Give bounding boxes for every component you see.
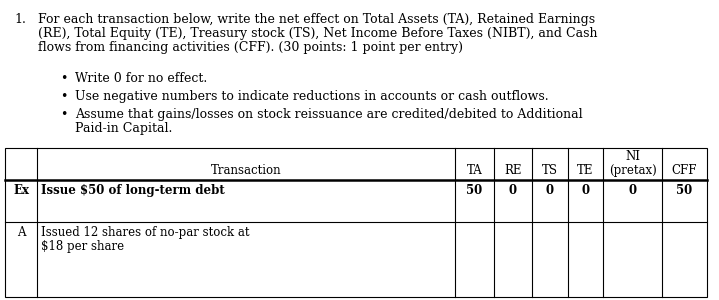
Text: 1.: 1. — [14, 13, 26, 26]
Text: NI: NI — [625, 150, 640, 163]
Text: Issue $50 of long-term debt: Issue $50 of long-term debt — [41, 184, 225, 197]
Text: RE: RE — [504, 164, 522, 177]
Text: flows from financing activities (CFF). (30 points: 1 point per entry): flows from financing activities (CFF). (… — [38, 41, 463, 54]
Text: 50: 50 — [677, 184, 692, 197]
Text: •: • — [60, 108, 68, 121]
Text: CFF: CFF — [672, 164, 697, 177]
Text: $18 per share: $18 per share — [41, 240, 124, 253]
Text: TA: TA — [467, 164, 482, 177]
Text: (pretax): (pretax) — [608, 164, 656, 177]
Text: For each transaction below, write the net effect on Total Assets (TA), Retained : For each transaction below, write the ne… — [38, 13, 595, 26]
Text: Use negative numbers to indicate reductions in accounts or cash outflows.: Use negative numbers to indicate reducti… — [75, 90, 549, 103]
Text: Assume that gains/losses on stock reissuance are credited/debited to Additional: Assume that gains/losses on stock reissu… — [75, 108, 582, 121]
Text: 0: 0 — [582, 184, 590, 197]
Text: Write 0 for no effect.: Write 0 for no effect. — [75, 72, 207, 85]
Text: Issued 12 shares of no-par stock at: Issued 12 shares of no-par stock at — [41, 226, 249, 239]
Text: A: A — [17, 226, 25, 239]
Text: TS: TS — [542, 164, 558, 177]
Text: 0: 0 — [509, 184, 517, 197]
Text: Transaction: Transaction — [211, 164, 281, 177]
Text: 0: 0 — [546, 184, 554, 197]
Text: TE: TE — [577, 164, 594, 177]
Bar — [5, 148, 707, 297]
Text: •: • — [60, 90, 68, 103]
Text: •: • — [60, 72, 68, 85]
Text: 50: 50 — [467, 184, 482, 197]
Text: 0: 0 — [628, 184, 636, 197]
Text: Paid-in Capital.: Paid-in Capital. — [75, 122, 173, 135]
Text: Ex: Ex — [13, 184, 29, 197]
Text: (RE), Total Equity (TE), Treasury stock (TS), Net Income Before Taxes (NIBT), an: (RE), Total Equity (TE), Treasury stock … — [38, 27, 597, 40]
